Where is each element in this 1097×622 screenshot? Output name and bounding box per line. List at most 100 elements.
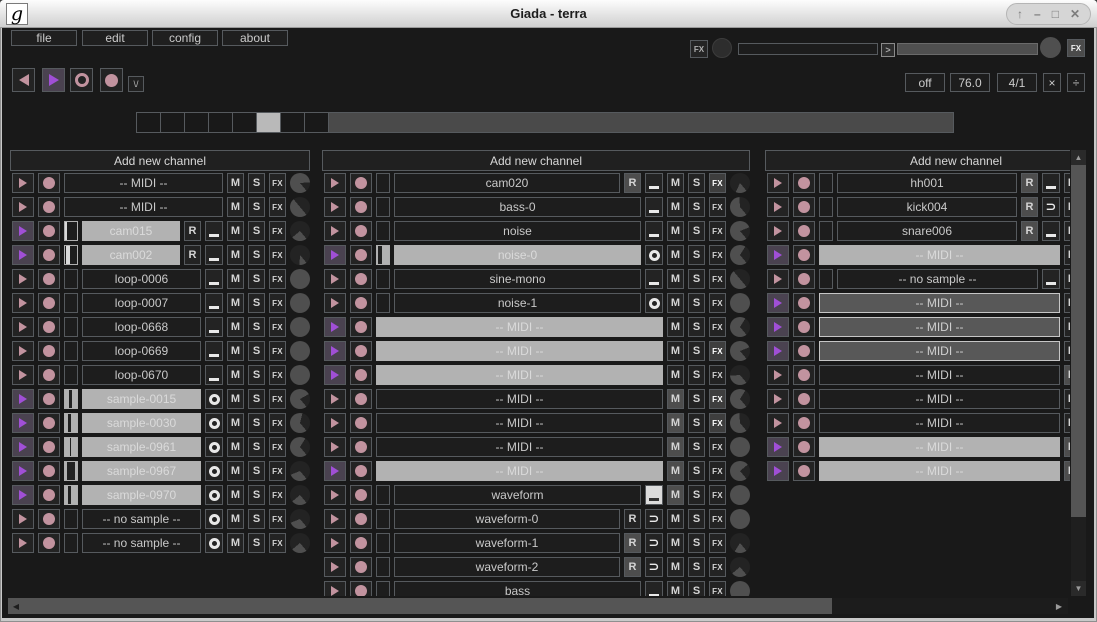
- maximize-icon[interactable]: □: [1051, 7, 1059, 21]
- close-icon[interactable]: ✕: [1069, 7, 1080, 21]
- channel-name-button[interactable]: loop-0670: [82, 365, 201, 385]
- channel-play-button[interactable]: [767, 269, 789, 289]
- channel-arm-record-button[interactable]: [350, 197, 372, 217]
- mute-button[interactable]: M: [227, 485, 244, 505]
- mute-button[interactable]: M: [1064, 365, 1070, 385]
- channel-fx-button[interactable]: FX: [709, 293, 726, 313]
- channel-mode-button[interactable]: [645, 221, 663, 241]
- channel-play-button[interactable]: [324, 533, 346, 553]
- solo-button[interactable]: S: [688, 485, 705, 505]
- solo-button[interactable]: S: [688, 461, 705, 481]
- record-input-button[interactable]: [70, 68, 93, 92]
- solo-button[interactable]: S: [248, 389, 265, 409]
- channel-name-button[interactable]: -- no sample --: [837, 269, 1038, 289]
- solo-button[interactable]: S: [248, 485, 265, 505]
- channel-volume-knob[interactable]: [730, 317, 750, 337]
- channel-play-button[interactable]: [324, 365, 346, 385]
- channel-play-button[interactable]: [324, 461, 346, 481]
- channel-arm-record-button[interactable]: [38, 533, 60, 553]
- mute-button[interactable]: M: [667, 245, 684, 265]
- channel-play-button[interactable]: [324, 413, 346, 433]
- channel-volume-knob[interactable]: [290, 437, 310, 457]
- channel-play-button[interactable]: [767, 437, 789, 457]
- channel-play-button[interactable]: [324, 557, 346, 577]
- channel-play-button[interactable]: [324, 581, 346, 596]
- channel-name-button[interactable]: loop-0006: [82, 269, 201, 289]
- channel-volume-knob[interactable]: [730, 293, 750, 313]
- channel-arm-record-button[interactable]: [38, 245, 60, 265]
- channel-name-button[interactable]: waveform-1: [394, 533, 620, 553]
- channel-play-button[interactable]: [12, 365, 34, 385]
- channel-volume-knob[interactable]: [730, 485, 750, 505]
- mute-button[interactable]: M: [667, 485, 684, 505]
- channel-name-button[interactable]: sample-0967: [82, 461, 201, 481]
- channel-mode-button[interactable]: [205, 485, 223, 505]
- channel-name-button[interactable]: noise-1: [394, 293, 641, 313]
- channel-play-button[interactable]: [767, 413, 789, 433]
- channel-name-button[interactable]: -- MIDI --: [819, 389, 1060, 409]
- channel-play-button[interactable]: [767, 461, 789, 481]
- menu-edit-button[interactable]: edit: [82, 30, 148, 46]
- channel-play-button[interactable]: [12, 197, 34, 217]
- channel-volume-knob[interactable]: [290, 461, 310, 481]
- channel-play-button[interactable]: [767, 173, 789, 193]
- channel-arm-record-button[interactable]: [38, 437, 60, 457]
- master-out-meter[interactable]: [897, 43, 1038, 55]
- channel-name-button[interactable]: -- MIDI --: [376, 389, 663, 409]
- mute-button[interactable]: M: [227, 221, 244, 241]
- channel-play-button[interactable]: [324, 173, 346, 193]
- channel-mode-button[interactable]: [205, 269, 223, 289]
- solo-button[interactable]: S: [248, 245, 265, 265]
- channel-name-button[interactable]: -- no sample --: [82, 533, 201, 553]
- channel-arm-record-button[interactable]: [793, 245, 815, 265]
- mute-button[interactable]: M: [227, 461, 244, 481]
- scroll-right-icon[interactable]: ▶: [1050, 598, 1068, 614]
- channel-play-button[interactable]: [12, 245, 34, 265]
- channel-fx-button[interactable]: FX: [709, 437, 726, 457]
- channel-name-button[interactable]: bass: [394, 581, 641, 596]
- channel-arm-record-button[interactable]: [793, 269, 815, 289]
- channel-arm-record-button[interactable]: [38, 341, 60, 361]
- channel-volume-knob[interactable]: [730, 341, 750, 361]
- channel-volume-knob[interactable]: [290, 485, 310, 505]
- mute-button[interactable]: M: [1064, 341, 1070, 361]
- channel-mode-button[interactable]: [205, 461, 223, 481]
- channel-play-button[interactable]: [767, 221, 789, 241]
- channel-arm-record-button[interactable]: [350, 173, 372, 193]
- channel-mode-button[interactable]: [645, 485, 663, 505]
- mute-button[interactable]: M: [667, 461, 684, 481]
- channel-name-button[interactable]: noise-0: [394, 245, 641, 265]
- channel-name-button[interactable]: bass-0: [394, 197, 641, 217]
- menu-config-button[interactable]: config: [152, 30, 218, 46]
- channel-mode-button[interactable]: ⊃: [645, 533, 663, 553]
- horizontal-scrollbar-thumb[interactable]: [24, 598, 832, 614]
- channel-play-button[interactable]: [324, 269, 346, 289]
- channel-arm-record-button[interactable]: [793, 197, 815, 217]
- mute-button[interactable]: M: [227, 173, 244, 193]
- channel-arm-record-button[interactable]: [38, 509, 60, 529]
- channel-play-button[interactable]: [12, 293, 34, 313]
- mute-button[interactable]: M: [227, 365, 244, 385]
- channel-fx-button[interactable]: FX: [709, 365, 726, 385]
- mute-button[interactable]: M: [227, 413, 244, 433]
- channel-name-button[interactable]: cam020: [394, 173, 620, 193]
- read-actions-button[interactable]: R: [184, 221, 201, 241]
- channel-name-button[interactable]: waveform-0: [394, 509, 620, 529]
- channel-volume-knob[interactable]: [290, 173, 310, 193]
- channel-fx-button[interactable]: FX: [269, 365, 286, 385]
- channel-name-button[interactable]: -- MIDI --: [64, 173, 223, 193]
- channel-play-button[interactable]: [12, 269, 34, 289]
- channel-arm-record-button[interactable]: [38, 389, 60, 409]
- channel-volume-knob[interactable]: [730, 413, 750, 433]
- channel-name-button[interactable]: -- MIDI --: [819, 245, 1060, 265]
- beat-cell-3[interactable]: [184, 112, 209, 133]
- solo-button[interactable]: S: [688, 173, 705, 193]
- channel-play-button[interactable]: [12, 341, 34, 361]
- channel-name-button[interactable]: -- MIDI --: [376, 365, 663, 385]
- mute-button[interactable]: M: [1064, 197, 1070, 217]
- mute-button[interactable]: M: [1064, 413, 1070, 433]
- channel-mode-button[interactable]: [205, 293, 223, 313]
- channel-arm-record-button[interactable]: [38, 173, 60, 193]
- channel-mode-button[interactable]: ⊃: [645, 509, 663, 529]
- channel-fx-button[interactable]: FX: [709, 461, 726, 481]
